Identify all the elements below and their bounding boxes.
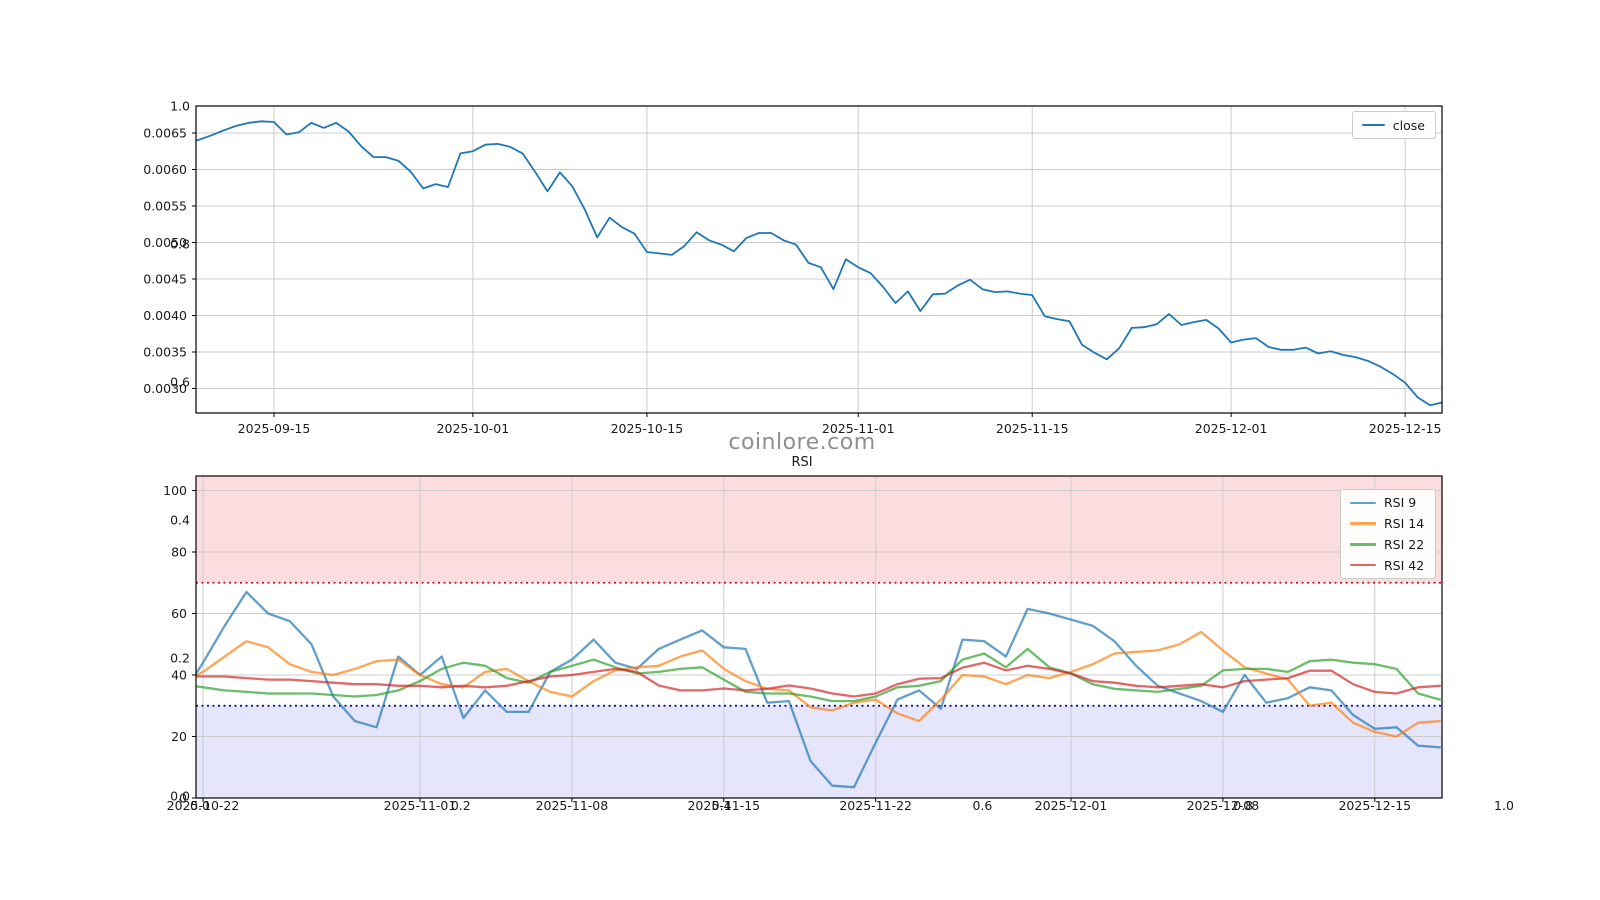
figure-ytick-label: 0.0 [170, 789, 190, 804]
price-close-plot-area [196, 106, 1442, 413]
legend-item-rsi-9: RSI 9 [1350, 495, 1425, 511]
price-close-ytick-label: 0.0040 [143, 308, 187, 323]
price-close-ytick-label: 0.0065 [143, 126, 187, 141]
price-close-ytick-label: 0.0060 [143, 162, 187, 177]
rsi-ytick-label: 80 [171, 545, 187, 560]
series-line-rsi-14 [196, 630, 1442, 738]
figure-xtick-label: 1.0 [1494, 798, 1514, 813]
figure-xtick-label: 0.8 [1233, 798, 1253, 813]
rsi-ytick-label: 40 [171, 668, 187, 683]
series-line-close [196, 120, 1442, 407]
close-line-swatch [1362, 123, 1385, 127]
rsi-xtick-label: 2025-11-22 [839, 798, 912, 813]
legend-label-rsi-14: RSI 14 [1384, 516, 1425, 532]
series-line-rsi-9 [196, 590, 1442, 789]
rsi-plot-area [196, 476, 1442, 798]
figure-ytick-label: 0.4 [170, 513, 190, 528]
rsi-xtick-label: 2025-11-15 [687, 798, 760, 813]
legend-item-close: close [1362, 117, 1425, 133]
figure-xtick-label: 0.4 [712, 798, 732, 813]
rsi-xtick-label: 2025-10-22 [167, 798, 240, 813]
legend-item-rsi-42: RSI 42 [1350, 557, 1425, 573]
price-close-ytick-label: 0.0045 [143, 272, 187, 287]
price-close-xtick-label: 2025-12-15 [1369, 421, 1442, 436]
legend-label-rsi-22: RSI 22 [1384, 536, 1425, 552]
price-close-xtick-label: 2025-11-01 [822, 421, 895, 436]
oversold-zone [196, 705, 1442, 798]
figure-xtick-label: 0.2 [451, 798, 471, 813]
figure-ytick-label: 1.0 [170, 99, 190, 114]
price-close-ytick-label: 0.0055 [143, 199, 187, 214]
rsi-chart-title: RSI [791, 455, 813, 470]
price-close-ytick-label: 0.0035 [143, 345, 187, 360]
price-close-xtick-label: 2025-12-01 [1195, 421, 1268, 436]
rsi-ytick-label: 20 [171, 729, 187, 744]
price-close-xtick-label: 2025-10-15 [611, 421, 684, 436]
figure-xtick-label: 0.6 [972, 798, 992, 813]
figure-ytick-label: 0.8 [170, 237, 190, 252]
rsi-ytick-label: 60 [171, 606, 187, 621]
rsi9-line-swatch [1350, 501, 1376, 505]
figure-ytick-label: 0.2 [170, 651, 190, 666]
price-close-xtick-label: 2025-09-15 [238, 421, 311, 436]
legend-label-rsi-42: RSI 42 [1384, 557, 1425, 573]
rsi-legend: RSI 9 RSI 14 RSI 22 RSI 42 [1340, 489, 1436, 579]
price-close-ytick-label: 0.0050 [143, 235, 187, 250]
overbought-zone [196, 476, 1442, 583]
price-close-axes-border [195, 105, 1443, 414]
figure-xtick-label: 0.0 [190, 798, 210, 813]
price-close-xtick-label: 2025-11-15 [996, 421, 1069, 436]
legend-item-rsi-22: RSI 22 [1350, 537, 1425, 553]
figure-ytick-label: 0.6 [170, 375, 190, 390]
rsi-xtick-label: 2025-11-08 [536, 798, 609, 813]
legend-label-close: close [1392, 117, 1425, 133]
rsi-xtick-label: 2025-12-15 [1338, 798, 1411, 813]
rsi-xtick-label: 2025-12-01 [1035, 798, 1108, 813]
rsi42-line-swatch [1350, 563, 1376, 567]
rsi14-line-swatch [1350, 522, 1376, 525]
rsi-xtick-label: 2025-11-01 [384, 798, 457, 813]
rsi-xtick-label: 2025-12-08 [1187, 798, 1260, 813]
rsi-ytick-label: 0 [179, 791, 187, 806]
series-line-rsi-22 [196, 647, 1442, 703]
legend-label-rsi-9: RSI 9 [1384, 495, 1417, 511]
legend-item-rsi-14: RSI 14 [1350, 516, 1425, 532]
rsi22-line-swatch [1350, 543, 1376, 546]
series-line-rsi-42 [196, 661, 1442, 698]
price-legend: close [1352, 111, 1436, 139]
watermark: coinlore.com [728, 430, 876, 455]
price-close-xtick-label: 2025-10-01 [437, 421, 510, 436]
price-close-ytick-label: 0.0030 [143, 381, 187, 396]
rsi-ytick-label: 100 [163, 483, 187, 498]
rsi-axes-border [195, 475, 1443, 799]
